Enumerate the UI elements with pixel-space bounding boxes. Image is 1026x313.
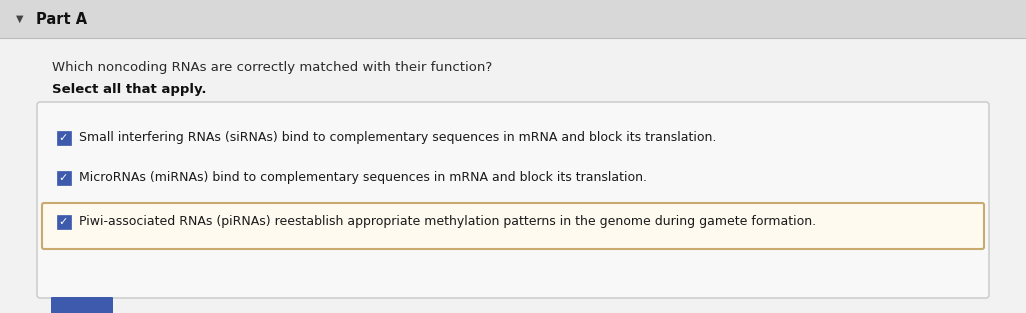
FancyBboxPatch shape <box>56 215 71 229</box>
FancyBboxPatch shape <box>51 297 113 313</box>
FancyBboxPatch shape <box>56 131 71 145</box>
FancyBboxPatch shape <box>0 0 1026 38</box>
FancyBboxPatch shape <box>42 203 984 249</box>
Text: ✓: ✓ <box>58 133 68 143</box>
Text: ▼: ▼ <box>16 14 24 24</box>
FancyBboxPatch shape <box>37 102 989 298</box>
Text: Select all that apply.: Select all that apply. <box>52 84 206 96</box>
Text: Part A: Part A <box>36 12 87 27</box>
Text: Piwi-associated RNAs (piRNAs) reestablish appropriate methylation patterns in th: Piwi-associated RNAs (piRNAs) reestablis… <box>79 215 816 228</box>
Text: ✓: ✓ <box>58 217 68 227</box>
Text: ✓: ✓ <box>58 173 68 183</box>
Text: Small interfering RNAs (siRNAs) bind to complementary sequences in mRNA and bloc: Small interfering RNAs (siRNAs) bind to … <box>79 131 716 145</box>
Text: Which noncoding RNAs are correctly matched with their function?: Which noncoding RNAs are correctly match… <box>52 61 492 74</box>
Text: MicroRNAs (miRNAs) bind to complementary sequences in mRNA and block its transla: MicroRNAs (miRNAs) bind to complementary… <box>79 172 647 184</box>
FancyBboxPatch shape <box>56 171 71 185</box>
